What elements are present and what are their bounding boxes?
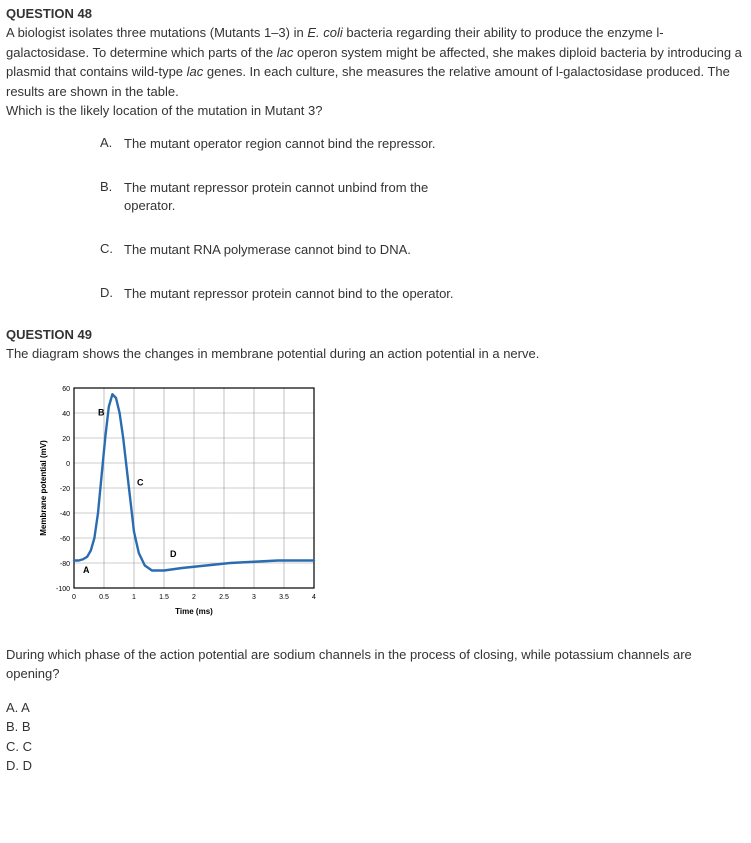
svg-text:B: B xyxy=(98,407,105,417)
q48-choice-b[interactable]: B. The mutant repressor protein cannot u… xyxy=(100,179,745,215)
svg-text:-20: -20 xyxy=(60,486,70,493)
choice-text: The mutant repressor protein cannot unbi… xyxy=(124,179,464,215)
q49-prompt: During which phase of the action potenti… xyxy=(6,645,745,684)
q48-choice-d[interactable]: D. The mutant repressor protein cannot b… xyxy=(100,285,745,303)
q49-choices: A. A B. B C. C D. D xyxy=(6,698,745,776)
svg-text:Time (ms): Time (ms) xyxy=(175,607,213,616)
choice-letter: C. xyxy=(100,241,124,259)
svg-text:1: 1 xyxy=(132,594,136,601)
q48-choices: A. The mutant operator region cannot bin… xyxy=(100,135,745,304)
svg-text:D: D xyxy=(170,549,177,559)
q49-choice-c[interactable]: C. C xyxy=(6,737,745,757)
choice-letter: B. xyxy=(100,179,124,215)
svg-text:-60: -60 xyxy=(60,536,70,543)
q49-choice-a[interactable]: A. A xyxy=(6,698,745,718)
svg-text:0: 0 xyxy=(72,594,76,601)
choice-letter: A. xyxy=(100,135,124,153)
action-potential-chart: 6040200-20-40-60-80-10000.511.522.533.54… xyxy=(36,382,745,621)
svg-text:60: 60 xyxy=(62,386,70,393)
q48-text-3: lac xyxy=(277,45,294,60)
q49-choice-b[interactable]: B. B xyxy=(6,717,745,737)
q49-body: The diagram shows the changes in membran… xyxy=(6,344,745,364)
svg-text:Membrane potential (mV): Membrane potential (mV) xyxy=(39,440,48,536)
choice-text: The mutant repressor protein cannot bind… xyxy=(124,285,454,303)
svg-text:2: 2 xyxy=(192,594,196,601)
svg-text:-100: -100 xyxy=(56,586,70,593)
q48-line2: Which is the likely location of the muta… xyxy=(6,103,323,118)
q49-choice-d[interactable]: D. D xyxy=(6,756,745,776)
choice-text: The mutant RNA polymerase cannot bind to… xyxy=(124,241,411,259)
svg-text:20: 20 xyxy=(62,436,70,443)
svg-text:2.5: 2.5 xyxy=(219,594,229,601)
q48-body: A biologist isolates three mutations (Mu… xyxy=(6,23,745,121)
svg-text:-80: -80 xyxy=(60,561,70,568)
choice-letter: D. xyxy=(100,285,124,303)
choice-text: The mutant operator region cannot bind t… xyxy=(124,135,435,153)
q48-choice-c[interactable]: C. The mutant RNA polymerase cannot bind… xyxy=(100,241,745,259)
q48-heading: QUESTION 48 xyxy=(6,6,745,21)
q48-text-5: lac xyxy=(187,64,204,79)
svg-text:3.5: 3.5 xyxy=(279,594,289,601)
svg-text:0.5: 0.5 xyxy=(99,594,109,601)
svg-text:C: C xyxy=(137,477,144,487)
svg-text:-40: -40 xyxy=(60,511,70,518)
svg-text:1.5: 1.5 xyxy=(159,594,169,601)
q48-text-0: A biologist isolates three mutations (Mu… xyxy=(6,25,307,40)
q48-text-1: E. coli xyxy=(307,25,342,40)
svg-text:4: 4 xyxy=(312,594,316,601)
svg-text:0: 0 xyxy=(66,461,70,468)
svg-text:3: 3 xyxy=(252,594,256,601)
svg-text:A: A xyxy=(83,565,90,575)
q48-choice-a[interactable]: A. The mutant operator region cannot bin… xyxy=(100,135,745,153)
svg-text:40: 40 xyxy=(62,411,70,418)
q49-heading: QUESTION 49 xyxy=(6,327,745,342)
